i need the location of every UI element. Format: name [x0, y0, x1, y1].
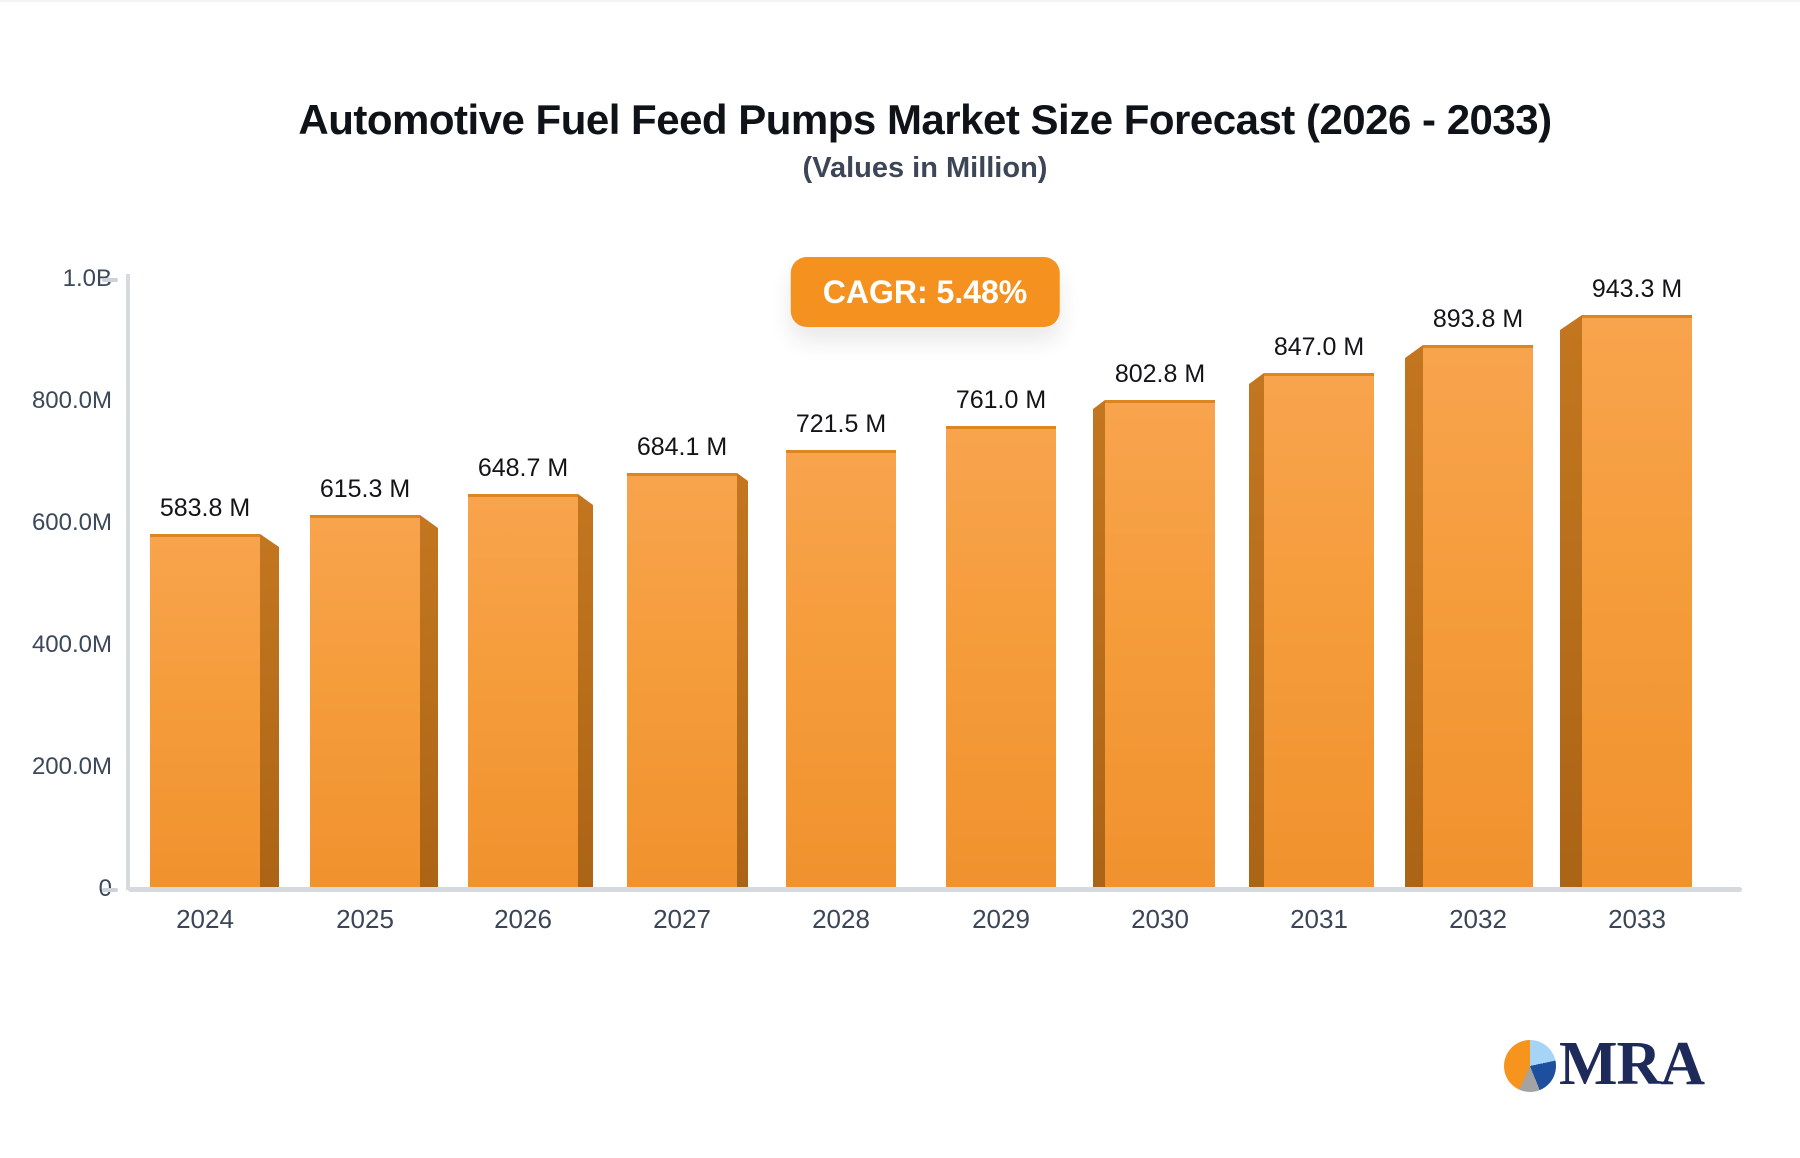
y-tick-label: 1.0B [62, 265, 112, 292]
bar-side-face [1405, 345, 1423, 890]
bar-2032 [1423, 345, 1533, 890]
x-tick-label: 2025 [336, 904, 394, 934]
bar-side-face [420, 515, 438, 890]
bar-side-face [1560, 315, 1582, 890]
bar-side-face [578, 494, 593, 890]
bar-value-label: 648.7 M [477, 454, 569, 482]
logo-text: MRA [1559, 1030, 1705, 1098]
bar-2026 [468, 494, 578, 890]
bar-side-face [1249, 373, 1264, 890]
y-tick-label: 200.0M [31, 753, 112, 780]
x-tick-label: 2028 [812, 904, 870, 934]
bar-2027 [627, 473, 737, 890]
cagr-badge: CAGR: 5.48% [790, 257, 1060, 327]
bar-value-label: 847.0 M [1273, 333, 1365, 361]
bar-2031 [1264, 373, 1374, 890]
x-tick-label: 2030 [1131, 904, 1189, 934]
bar-side-face [1093, 400, 1105, 890]
bar-value-label: 761.0 M [955, 386, 1047, 414]
pie-chart-icon [1504, 1040, 1556, 1092]
y-tick-dash [102, 888, 118, 892]
bar-2029 [946, 426, 1056, 890]
x-axis-baseline [128, 887, 1742, 892]
bar-value-label: 684.1 M [636, 433, 728, 461]
x-tick-label: 2027 [653, 904, 711, 934]
x-tick-label: 2029 [972, 904, 1030, 934]
x-tick-label: 2024 [176, 904, 234, 934]
bar-value-label: 893.8 M [1432, 305, 1524, 333]
bar-value-label: 802.8 M [1114, 360, 1206, 388]
mra-logo: MRA [1504, 1030, 1705, 1098]
bar-2025 [310, 515, 420, 890]
y-tick-dash [102, 278, 118, 282]
bar-side-face [737, 473, 748, 890]
bar-2033 [1582, 315, 1692, 890]
x-tick-label: 2032 [1449, 904, 1507, 934]
y-axis-line [126, 274, 130, 890]
bar-2024 [150, 534, 260, 890]
bar-value-label: 721.5 M [795, 410, 887, 438]
bar-side-face [260, 534, 279, 890]
x-tick-label: 2033 [1608, 904, 1666, 934]
bar-2030 [1105, 400, 1215, 890]
bar-2028 [786, 450, 896, 890]
bar-value-label: 615.3 M [319, 475, 411, 503]
y-tick-label: 600.0M [31, 509, 112, 536]
chart-subtitle: (Values in Million) [802, 152, 1048, 184]
chart-title: Automotive Fuel Feed Pumps Market Size F… [298, 96, 1552, 143]
bar-value-label: 583.8 M [159, 494, 251, 522]
x-tick-label: 2031 [1290, 904, 1348, 934]
x-tick-label: 2026 [494, 904, 552, 934]
y-tick-label: 400.0M [31, 631, 112, 658]
y-tick-label: 800.0M [31, 387, 112, 414]
bar-value-label: 943.3 M [1591, 275, 1683, 303]
y-tick-label: 0 [0, 875, 112, 903]
